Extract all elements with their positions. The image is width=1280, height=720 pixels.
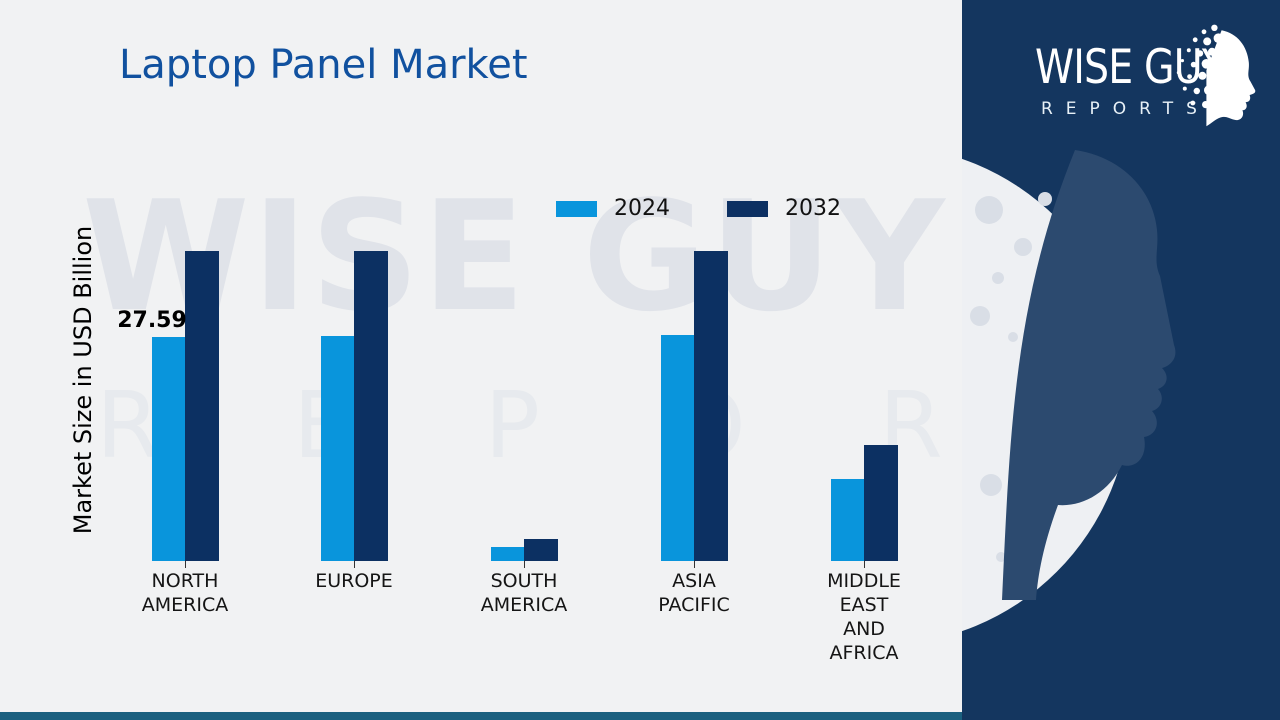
bar-2024-south-america	[491, 547, 524, 561]
watermark-wiseguy-text: WISE GUY	[82, 168, 947, 345]
face-profile-watermark	[1002, 150, 1176, 600]
bar-2032-north-america	[185, 251, 219, 561]
bar-2032-south-america	[524, 539, 558, 561]
brain-dot	[996, 552, 1006, 562]
x-axis-label-asia-pacific: ASIA PACIFIC	[658, 570, 730, 616]
logo-name: WISE GUY	[1035, 40, 1226, 95]
bar-2032-europe	[354, 251, 388, 561]
x-axis-tick	[524, 561, 525, 568]
x-axis-tick	[694, 561, 695, 568]
bar-2024-asia-pacific	[661, 335, 694, 561]
legend-swatch-2024	[556, 200, 597, 217]
brain-dot	[975, 196, 1003, 224]
brain-dot	[1038, 192, 1052, 206]
chart-legend: 2024 2032	[556, 196, 841, 221]
legend-swatch-2032	[727, 200, 768, 217]
x-axis-label-north-america: NORTH AMERICA	[141, 570, 229, 616]
x-axis-tick	[864, 561, 865, 568]
brain-dot	[992, 272, 1004, 284]
x-axis-label-europe: EUROPE	[315, 570, 393, 592]
bar-2024-north-america	[152, 337, 185, 561]
bottom-accent-strip	[0, 712, 1280, 720]
value-label-north-america: 27.59	[117, 308, 187, 333]
bar-2032-middle-east-and-africa	[864, 445, 898, 561]
legend-label-2024: 2024	[614, 196, 670, 221]
x-axis-label-south-america: SOUTH AMERICA	[480, 570, 568, 616]
legend-item-2024: 2024	[556, 196, 670, 221]
brain-dot	[1008, 332, 1018, 342]
dotted-face-profile-icon	[1176, 24, 1256, 127]
brand-panel	[962, 0, 1280, 720]
legend-item-2032: 2032	[727, 196, 841, 221]
bar-2032-asia-pacific	[694, 251, 728, 561]
brain-dot	[970, 306, 990, 326]
bar-2024-middle-east-and-africa	[831, 479, 864, 561]
page-title: Laptop Panel Market	[119, 42, 528, 88]
logo: WISE GUY REPORTS	[1035, 40, 1261, 119]
brain-dot	[980, 474, 1002, 496]
brain-dot	[1014, 238, 1032, 256]
logo-sub: REPORTS	[1041, 99, 1210, 119]
legend-label-2032: 2032	[785, 196, 841, 221]
x-axis-tick	[354, 561, 355, 568]
x-axis-label-middle-east-and-africa: MIDDLE EAST AND AFRICA	[827, 570, 901, 664]
bar-chart: NORTH AMERICA EUROPE SOUTH AMERICA ASIA PAC…	[117, 251, 901, 664]
x-axis-tick	[185, 561, 186, 568]
bar-2024-europe	[321, 336, 354, 561]
